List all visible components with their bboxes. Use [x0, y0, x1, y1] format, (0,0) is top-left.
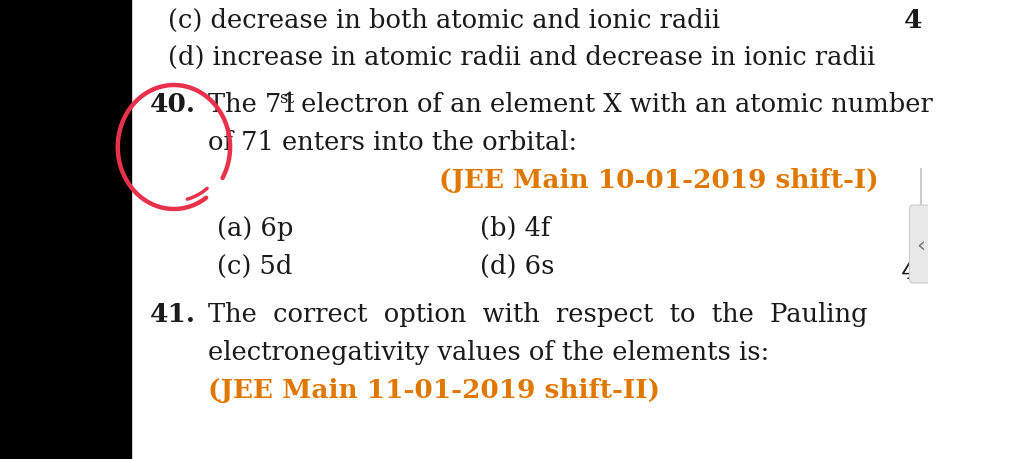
Text: (JEE Main 11-01-2019 shift-II): (JEE Main 11-01-2019 shift-II) [208, 377, 660, 402]
Text: The 71: The 71 [208, 92, 298, 117]
Text: (JEE Main 10-01-2019 shift-I): (JEE Main 10-01-2019 shift-I) [439, 168, 879, 193]
Text: The  correct  option  with  respect  to  the  Pauling: The correct option with respect to the P… [208, 302, 868, 326]
Text: 40.: 40. [150, 92, 196, 117]
Text: electron of an element X with an atomic number: electron of an element X with an atomic … [293, 92, 932, 117]
Text: (d) 6s: (d) 6s [480, 253, 555, 279]
Text: (d) increase in atomic radii and decrease in ionic radii: (d) increase in atomic radii and decreas… [168, 45, 874, 70]
Text: of 71 enters into the orbital:: of 71 enters into the orbital: [208, 130, 578, 155]
Text: (a) 6p: (a) 6p [217, 216, 294, 241]
Bar [0, 0, 131, 459]
Text: 4: 4 [904, 8, 923, 33]
Text: (c) 5d: (c) 5d [217, 253, 293, 279]
Text: (b) 4f: (b) 4f [480, 216, 551, 241]
Text: (c) decrease in both atomic and ionic radii: (c) decrease in both atomic and ionic ra… [168, 8, 720, 33]
Text: st: st [279, 90, 294, 107]
Text: 41.: 41. [150, 302, 196, 326]
Text: electronegativity values of the elements is:: electronegativity values of the elements… [208, 339, 770, 364]
FancyBboxPatch shape [909, 206, 933, 283]
Text: 4.: 4. [901, 258, 929, 283]
Text: ‹: ‹ [916, 235, 926, 254]
